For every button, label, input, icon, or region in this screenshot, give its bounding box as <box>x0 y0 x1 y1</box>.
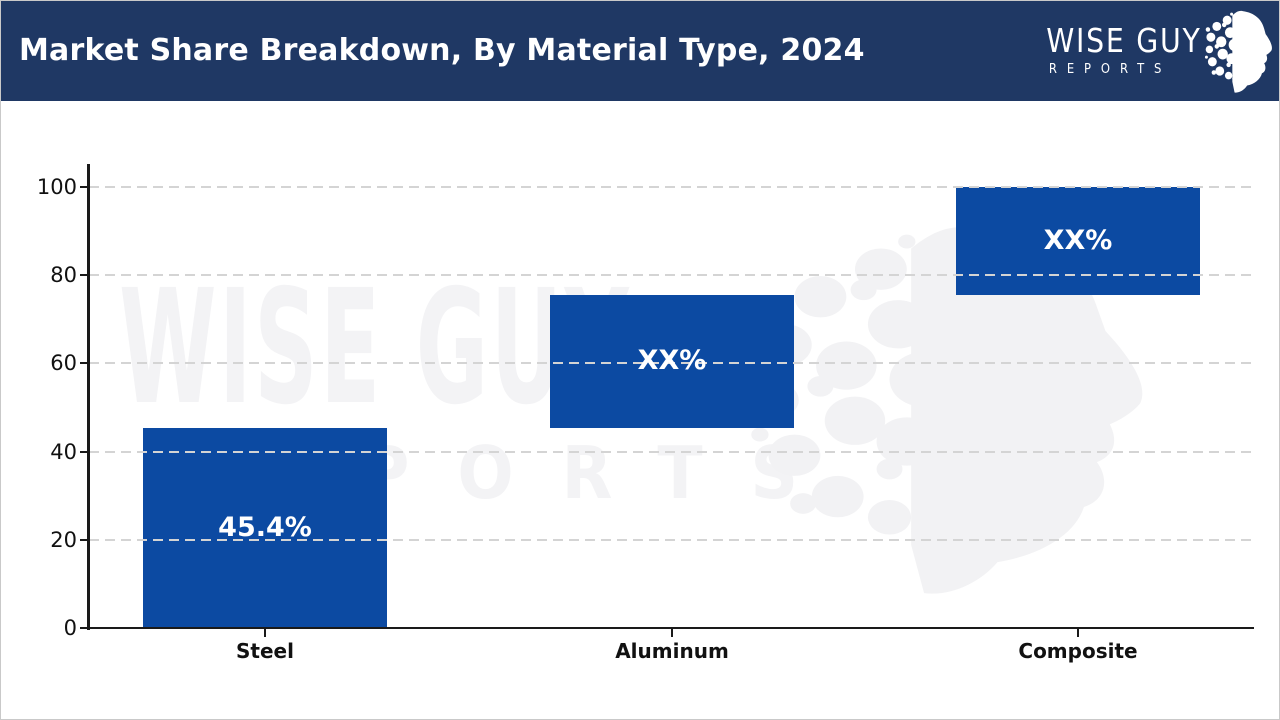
y-tick-label-0: 0 <box>63 616 77 640</box>
logo-head-icon <box>1202 8 1276 94</box>
gridline-60 <box>89 362 1254 365</box>
y-tick-40 <box>80 450 88 453</box>
x-tick-aluminum <box>671 629 673 637</box>
y-tick-label-40: 40 <box>50 439 77 464</box>
y-tick-100 <box>80 186 88 188</box>
header: Market Share Breakdown, By Material Type… <box>1 0 1279 101</box>
y-tick-20 <box>80 538 88 541</box>
y-tick-label-80: 80 <box>50 263 77 288</box>
gridline-20 <box>89 538 1254 541</box>
gridline-100 <box>89 186 1254 188</box>
logo-subtitle: REPORTS <box>1049 61 1172 77</box>
x-tick-composite <box>1077 629 1079 637</box>
gridline-80 <box>89 274 1254 277</box>
y-axis-spine <box>87 164 90 630</box>
y-tick-0 <box>80 627 88 629</box>
y-tick-label-100: 100 <box>36 175 77 199</box>
wiseguy-logo-text: WISE GUY REPORTS <box>1047 24 1202 77</box>
x-category-label-aluminum: Aluminum <box>615 639 729 663</box>
wiseguy-logo: WISE GUY REPORTS <box>1021 0 1276 101</box>
y-tick-label-20: 20 <box>50 527 77 552</box>
bar-value-label-aluminum: XX% <box>637 345 707 377</box>
x-category-label-steel: Steel <box>236 639 294 663</box>
y-tick-80 <box>80 274 88 277</box>
logo-wordmark: WISE GUY <box>1046 21 1202 60</box>
y-tick-label-60: 60 <box>50 351 77 376</box>
x-category-label-composite: Composite <box>1018 639 1138 663</box>
page-title: Market Share Breakdown, By Material Type… <box>19 33 865 68</box>
gridline-40 <box>89 450 1254 453</box>
bar-steel <box>143 427 387 628</box>
x-tick-steel <box>264 629 266 637</box>
x-axis-spine <box>87 626 1254 629</box>
y-tick-60 <box>80 362 88 365</box>
bar-value-label-steel: 45.4% <box>218 511 312 543</box>
bar-value-label-composite: XX% <box>1043 225 1113 257</box>
